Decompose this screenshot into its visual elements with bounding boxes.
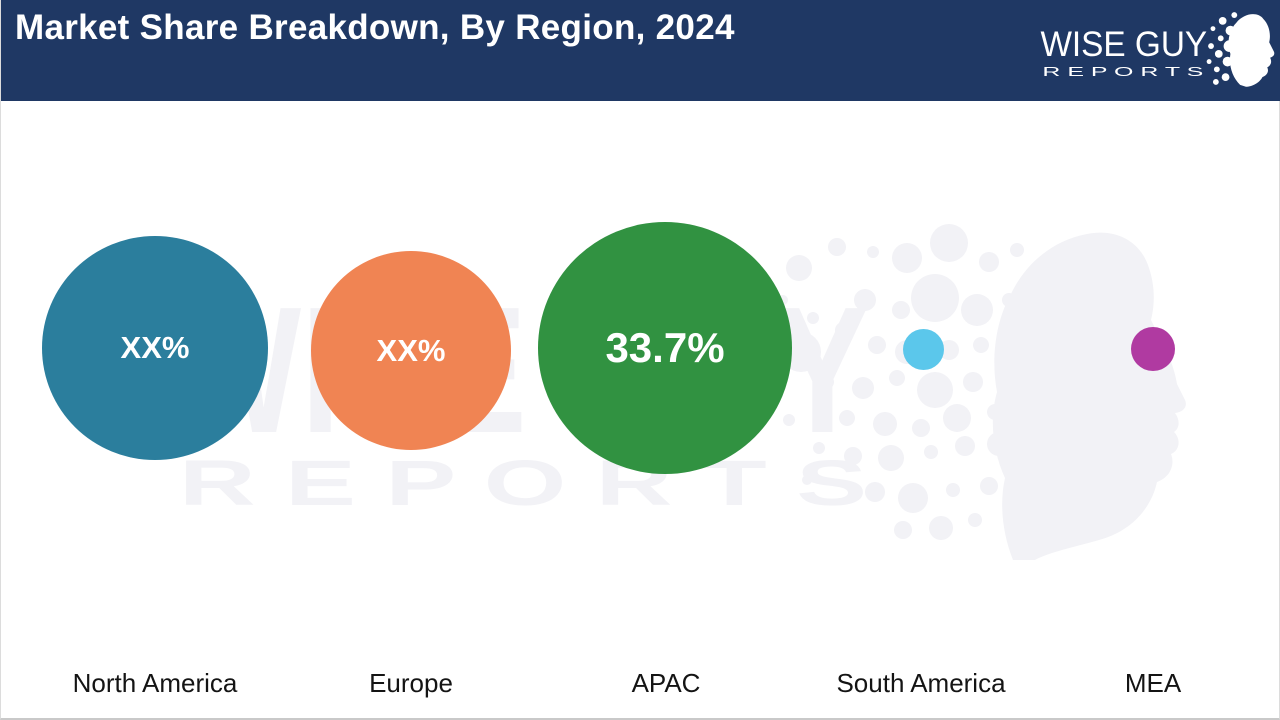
label-mea: MEA [1124, 668, 1182, 698]
bubble-south-america [903, 329, 944, 370]
bubble-north-america: XX% [42, 236, 268, 460]
brand-wordmark: WISE GUY [1040, 25, 1207, 64]
bubble-apac: 33.7% [538, 222, 792, 474]
label-south-america: South America [836, 668, 1006, 698]
bubble-value: XX% [120, 330, 190, 365]
bubble-value: 33.7% [605, 324, 725, 371]
brand-tagline: R E P O R T S [1042, 65, 1203, 79]
page-title: Market Share Breakdown, By Region, 2024 [15, 8, 735, 47]
header: Market Share Breakdown, By Region, 2024 … [1, 0, 1280, 101]
label-apac: APAC [631, 668, 701, 698]
bubble-chart: XX% XX% 33.7% North America Europe APAC … [1, 101, 1280, 720]
bubble-europe: XX% [311, 251, 511, 450]
bubble-mea [1131, 327, 1175, 371]
label-europe: Europe [369, 668, 453, 698]
brand-logo: WISE GUY R E P O R T S [1040, 12, 1275, 87]
brand-head-icon [1206, 12, 1275, 87]
label-north-america: North America [72, 668, 238, 698]
bubble-value: XX% [376, 332, 446, 368]
